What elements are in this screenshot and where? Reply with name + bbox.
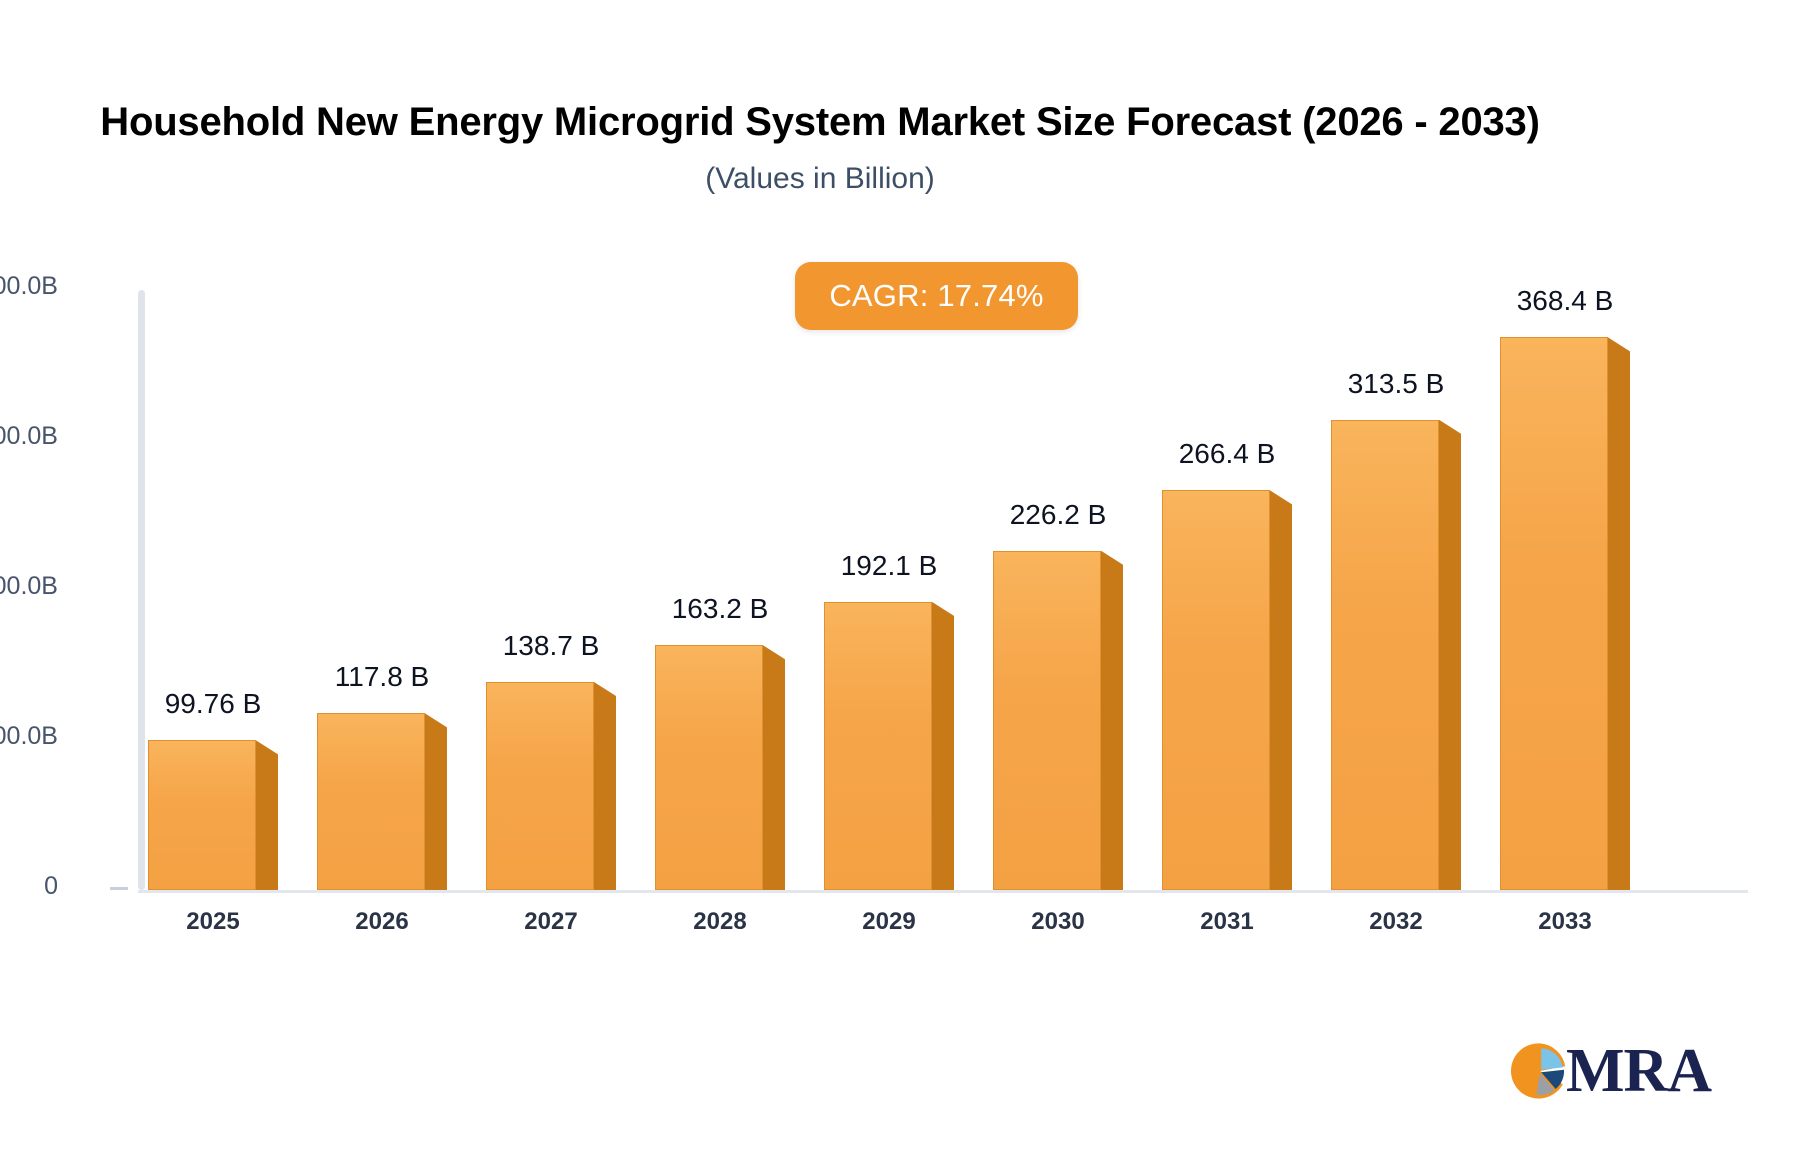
cagr-badge-label: CAGR: 17.74% — [829, 278, 1044, 313]
y-tick-label-200: 200.0B — [0, 572, 58, 600]
x-tick-label-2033: 2033 — [1538, 908, 1592, 935]
bar-front-face — [993, 550, 1101, 890]
plot-area: 400.0B 300.0B 200.0B 100.0B 0 99.76 B 117… — [0, 272, 1748, 935]
bar-front-face — [655, 645, 763, 890]
bar-2032: 313.5 B — [1331, 368, 1461, 890]
bar-2031: 266.4 B — [1162, 438, 1292, 890]
x-tick-label-2029: 2029 — [862, 908, 916, 935]
bar-front-face — [1162, 490, 1270, 890]
bar-value-label: 192.1 B — [840, 549, 938, 581]
bar-front-face — [824, 601, 932, 890]
bar-2029: 192.1 B — [824, 550, 954, 890]
bar-2033: 368.4 B — [1500, 285, 1630, 890]
bar-side-face — [763, 645, 785, 890]
bar-2026: 117.8 B — [317, 661, 447, 890]
y-axis-line — [138, 290, 145, 890]
bar-2028: 163.2 B — [655, 593, 785, 890]
bar-side-face — [1101, 550, 1123, 890]
bar-2027: 138.7 B — [486, 630, 616, 890]
mra-logo: MRA — [1510, 1037, 1712, 1105]
bar-side-face — [425, 713, 447, 890]
bar-side-face — [594, 681, 616, 890]
bar-front-face — [1500, 337, 1608, 890]
y-tick-label-100: 100.0B — [0, 722, 58, 750]
bar-2030: 226.2 B — [993, 499, 1123, 890]
bar-side-face — [1608, 337, 1630, 890]
pie-chart-icon — [1510, 1043, 1566, 1099]
bar-2025: 99.76 B — [148, 688, 278, 890]
x-tick-label-2032: 2032 — [1369, 908, 1423, 935]
chart-title: Household New Energy Microgrid System Ma… — [100, 100, 1540, 144]
bar-side-face — [256, 740, 278, 890]
cagr-badge: CAGR: 17.74% — [795, 262, 1078, 330]
x-axis-line — [138, 890, 1748, 893]
y-tick-label-0: 0 — [44, 872, 58, 900]
bar-side-face — [932, 601, 954, 890]
y-tick-label-400: 400.0B — [0, 272, 58, 300]
x-tick-label-2025: 2025 — [186, 908, 240, 935]
bar-value-label: 313.5 B — [1347, 367, 1445, 399]
chart-subtitle: (Values in Billion) — [705, 162, 935, 195]
bar-value-label: 99.76 B — [164, 688, 262, 720]
logo-wordmark: MRA — [1566, 1037, 1712, 1105]
bar-value-label: 117.8 B — [334, 661, 430, 693]
bar-front-face — [148, 740, 256, 890]
y-tick-label-300: 300.0B — [0, 422, 58, 450]
bar-value-label: 138.7 B — [502, 629, 600, 661]
bar-value-label: 226.2 B — [1009, 498, 1107, 530]
bar-front-face — [486, 681, 594, 890]
bar-front-face — [317, 713, 425, 890]
x-tick-label-2026: 2026 — [355, 908, 409, 935]
x-tick-label-2031: 2031 — [1200, 908, 1254, 935]
bar-side-face — [1439, 419, 1461, 890]
x-tick-label-2030: 2030 — [1031, 908, 1085, 935]
y-tick-dash-0 — [110, 887, 128, 890]
x-tick-label-2027: 2027 — [524, 908, 578, 935]
x-tick-label-2028: 2028 — [693, 908, 747, 935]
bar-value-label: 266.4 B — [1178, 438, 1276, 470]
bar-value-label: 368.4 B — [1516, 285, 1614, 317]
bar-side-face — [1270, 490, 1292, 890]
bar-front-face — [1331, 419, 1439, 890]
bar-value-label: 163.2 B — [671, 593, 769, 625]
